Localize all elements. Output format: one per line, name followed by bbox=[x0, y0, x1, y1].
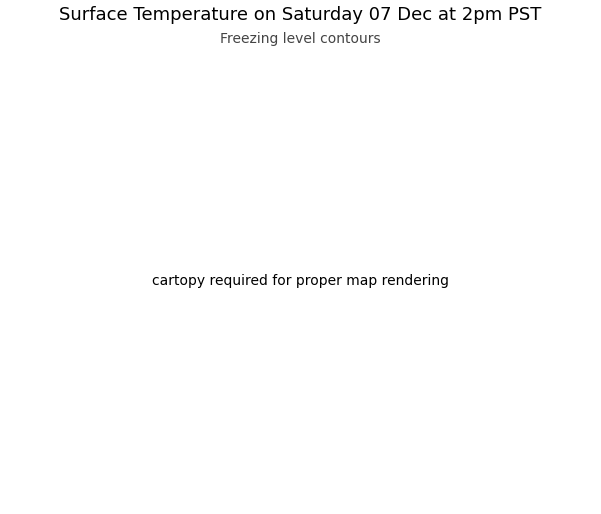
Text: Surface Temperature on Saturday 07 Dec at 2pm PST: Surface Temperature on Saturday 07 Dec a… bbox=[59, 6, 542, 24]
Text: Freezing level contours: Freezing level contours bbox=[220, 32, 381, 46]
Text: cartopy required for proper map rendering: cartopy required for proper map renderin… bbox=[152, 274, 449, 288]
